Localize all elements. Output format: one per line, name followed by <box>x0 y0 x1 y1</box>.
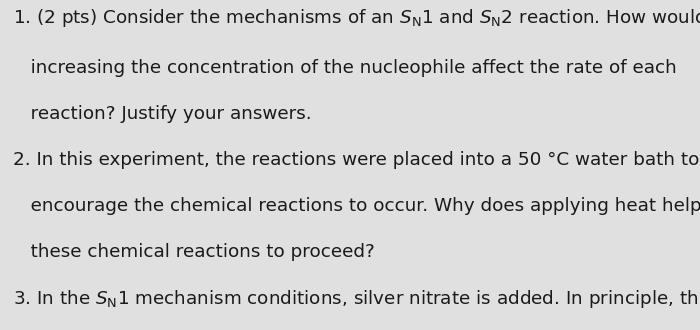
Text: encourage the chemical reactions to occur. Why does applying heat help: encourage the chemical reactions to occu… <box>13 197 700 215</box>
Text: 1. (2 pts) Consider the mechanisms of an $S_{\mathregular{N}}$1 and $S_{\mathreg: 1. (2 pts) Consider the mechanisms of an… <box>13 7 700 29</box>
Text: reaction? Justify your answers.: reaction? Justify your answers. <box>13 105 312 123</box>
Text: 3. In the $S_{\mathregular{N}}$1 mechanism conditions, silver nitrate is added. : 3. In the $S_{\mathregular{N}}$1 mechani… <box>13 288 700 310</box>
Text: these chemical reactions to proceed?: these chemical reactions to proceed? <box>13 244 375 261</box>
Text: 2. In this experiment, the reactions were placed into a 50 °C water bath to: 2. In this experiment, the reactions wer… <box>13 151 699 169</box>
Text: increasing the concentration of the nucleophile affect the rate of each: increasing the concentration of the nucl… <box>13 59 676 77</box>
